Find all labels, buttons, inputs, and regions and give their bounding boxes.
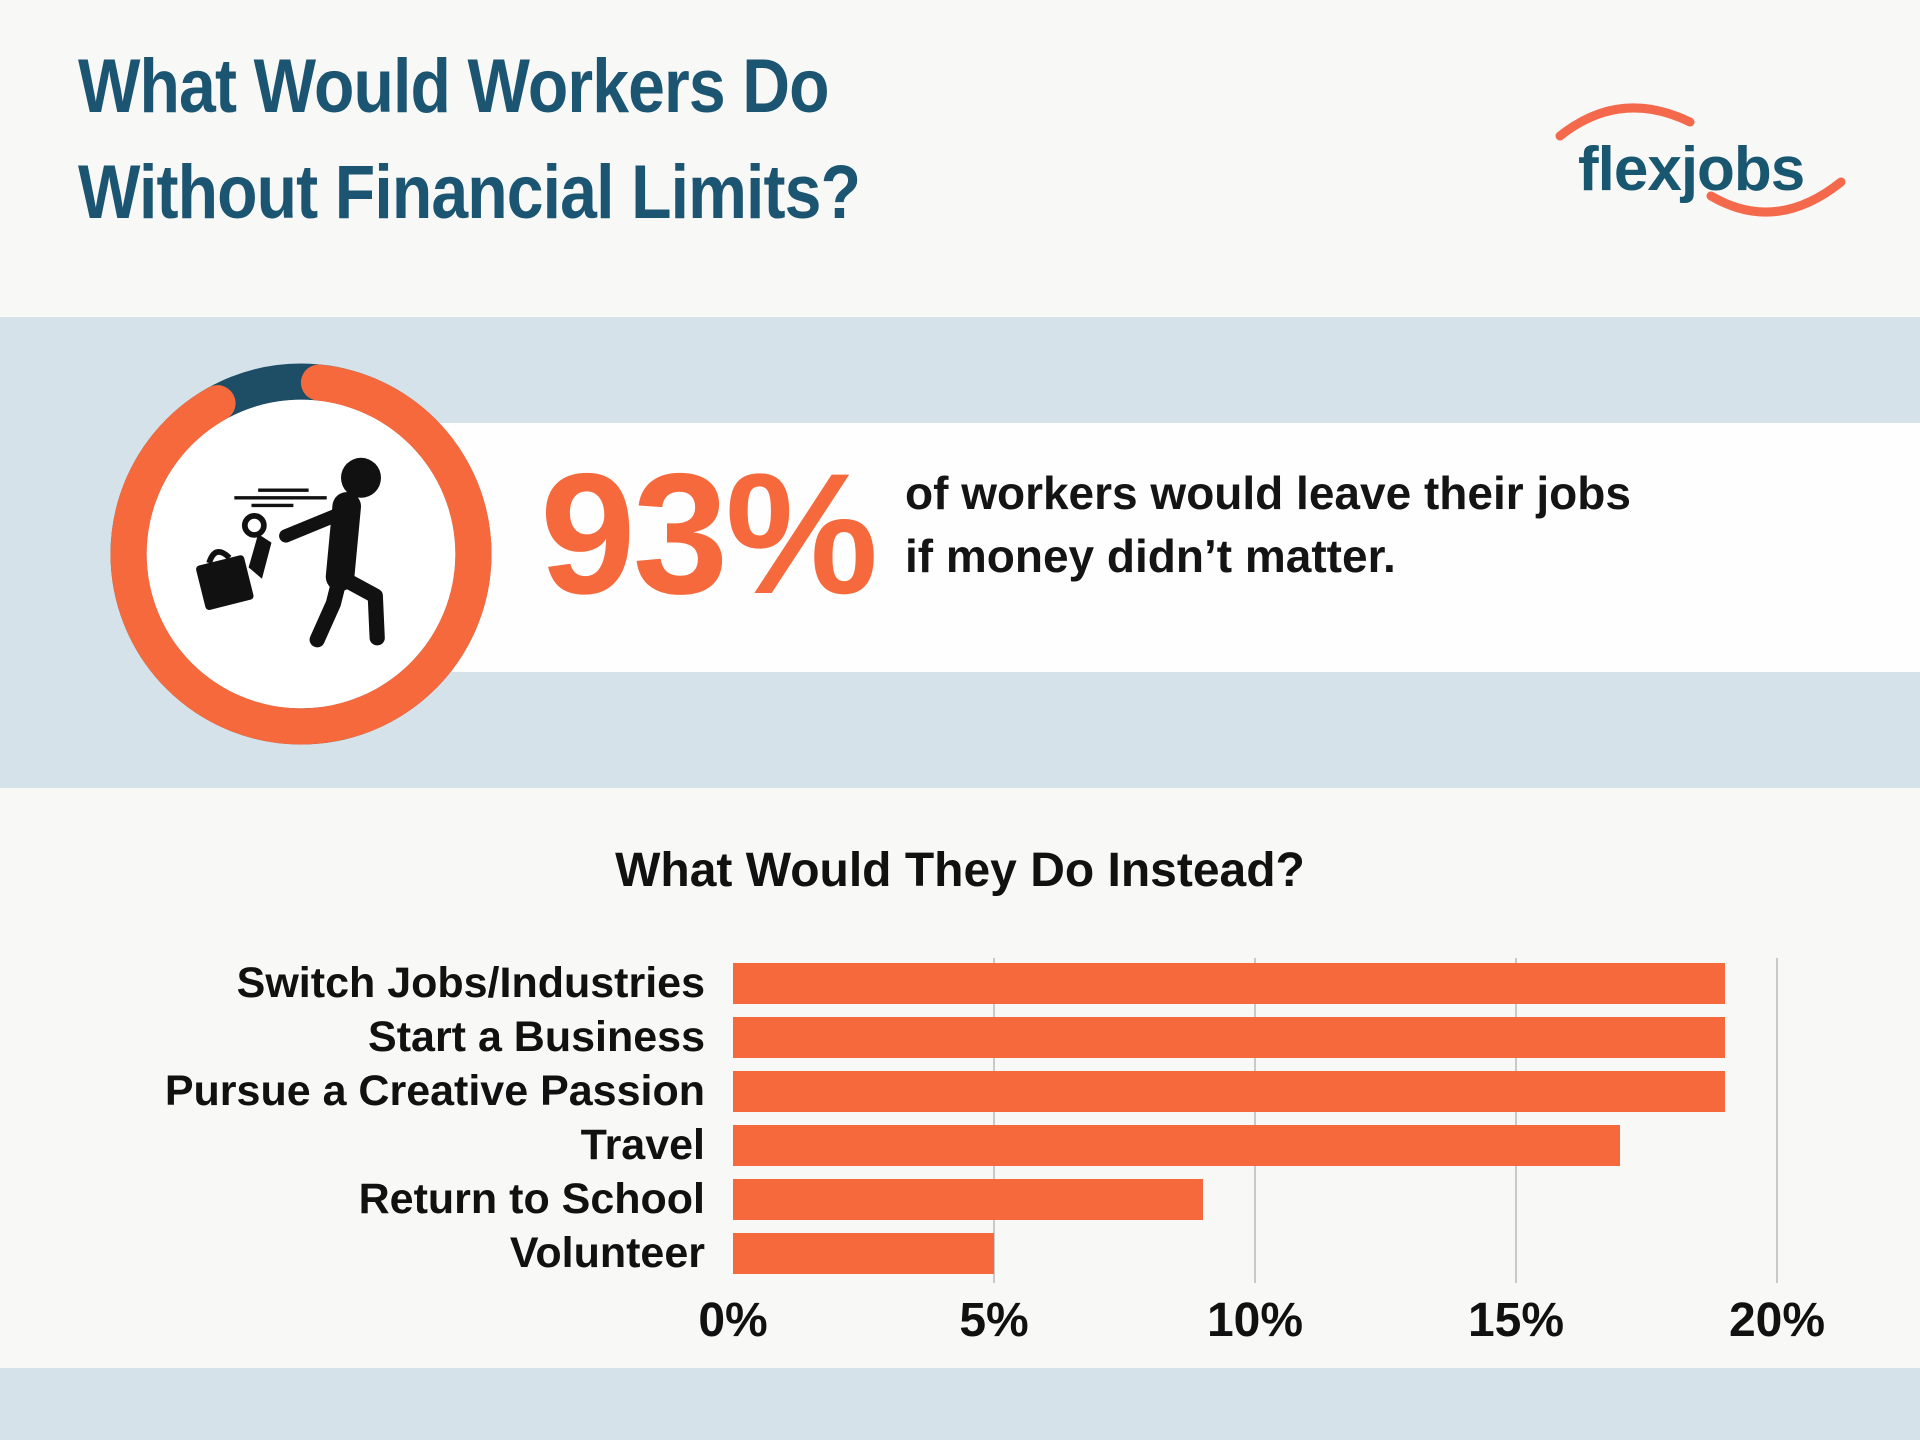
person-head — [341, 457, 381, 498]
bar-row: Volunteer — [0, 1229, 1920, 1277]
bar-row: Start a Business — [0, 1013, 1920, 1061]
bar-track — [733, 1125, 1777, 1166]
person-front-leg — [332, 569, 385, 646]
x-axis-ticks: 0% 5% 10% 15% 20% — [698, 1293, 1825, 1353]
bar-track — [733, 1071, 1777, 1112]
page-title-line-1: What Would Workers Do — [78, 44, 830, 129]
bar-label: Start a Business — [368, 1013, 705, 1061]
bar — [733, 1017, 1725, 1058]
logo-text: flexjobs — [1578, 135, 1804, 204]
donut-hole — [146, 399, 456, 709]
bar — [733, 1233, 994, 1274]
stat-caption-line-1: of workers would leave their jobs — [905, 467, 1631, 519]
bar — [733, 1125, 1621, 1166]
bar-track — [733, 1179, 1777, 1220]
logo-swoosh-bottom-icon — [1706, 177, 1846, 217]
person-arm — [279, 505, 351, 543]
bar — [733, 963, 1725, 1004]
hero-white-stripe — [320, 423, 1920, 672]
bar — [733, 1179, 1203, 1220]
gridline — [1515, 958, 1517, 1283]
bottom-band — [0, 1368, 1920, 1440]
chart-gridlines — [733, 958, 1778, 1283]
chart-title: What Would They Do Instead? — [615, 844, 1305, 897]
bar-label: Travel — [580, 1121, 705, 1169]
stat-caption: of workers would leave their jobs if mon… — [905, 462, 1631, 588]
flexjobs-logo: flexjobs — [1555, 103, 1846, 217]
bar-chart: Switch Jobs/Industries Start a Business Pu… — [0, 959, 1920, 1287]
x-axis-tick-label: 15% — [1467, 1294, 1565, 1347]
bar-track — [733, 963, 1777, 1004]
briefcase-icon — [196, 549, 254, 610]
x-axis-tick-label: 20% — [1728, 1294, 1826, 1347]
bar-row: Travel — [0, 1121, 1920, 1169]
stat-percentage: 93% — [540, 438, 878, 630]
person-back-leg — [309, 569, 348, 648]
donut-filled-segment — [110, 364, 492, 745]
page-title: What Would Workers Do Without Financial … — [78, 34, 861, 246]
bar-row: Switch Jobs/Industries — [0, 959, 1920, 1007]
motion-lines-icon — [234, 488, 327, 508]
bar — [733, 1071, 1725, 1112]
person-leaving-icon — [196, 457, 385, 648]
x-axis-tick-label: 0% — [698, 1294, 768, 1347]
bar-label: Switch Jobs/Industries — [236, 959, 705, 1007]
tie-icon — [241, 513, 272, 579]
bar-label: Pursue a Creative Passion — [164, 1067, 705, 1115]
bar-row: Return to School — [0, 1175, 1920, 1223]
bar-label: Return to School — [358, 1175, 705, 1223]
donut-93-percent — [110, 363, 492, 745]
page-title-line-2: Without Financial Limits? — [78, 150, 861, 235]
gridline — [993, 958, 995, 1283]
gridline — [1776, 958, 1778, 1283]
bar-track — [733, 1017, 1777, 1058]
logo-swoosh-top-icon — [1555, 103, 1695, 141]
bar-label: Volunteer — [509, 1229, 705, 1277]
stat-caption-line-2: if money didn’t matter. — [905, 530, 1396, 582]
gridline — [1254, 958, 1256, 1283]
x-axis-tick-label: 5% — [959, 1294, 1029, 1347]
bar-track — [733, 1233, 1777, 1274]
x-axis-tick-label: 10% — [1206, 1294, 1304, 1347]
bar-row: Pursue a Creative Passion — [0, 1067, 1920, 1115]
